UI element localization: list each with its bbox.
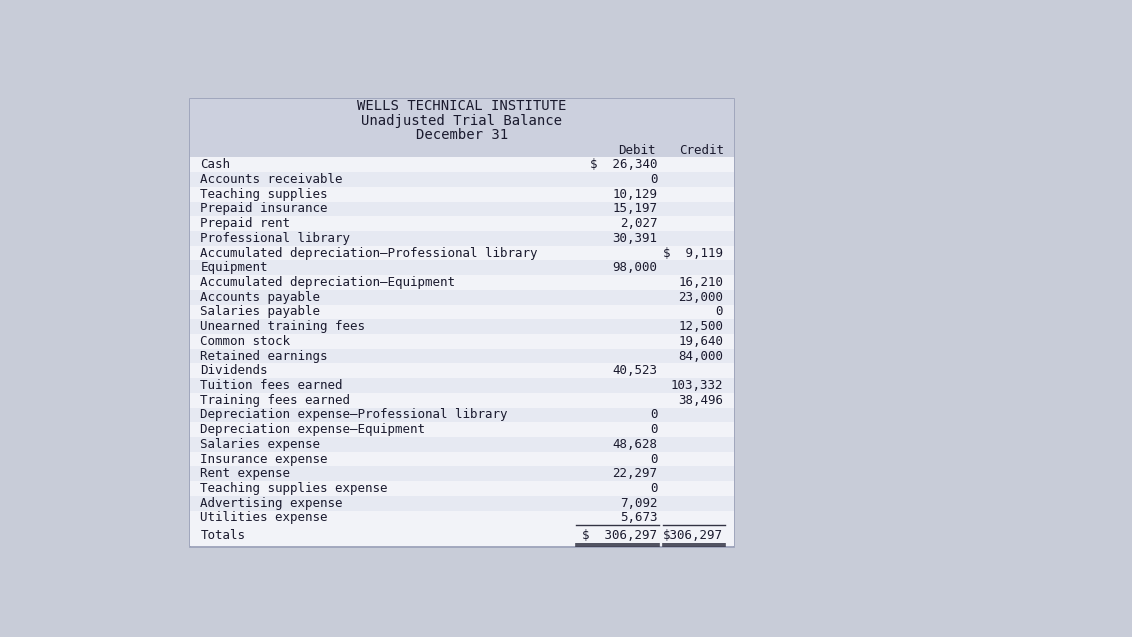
Bar [190,290,734,304]
Bar [190,481,734,496]
Text: Salaries payable: Salaries payable [200,305,320,318]
Text: 38,496: 38,496 [678,394,723,406]
Bar [190,304,734,319]
Bar [190,187,734,201]
Text: 0: 0 [650,452,658,466]
Text: $  9,119: $ 9,119 [663,247,723,259]
Text: 98,000: 98,000 [612,261,658,275]
Text: 0: 0 [650,482,658,495]
Text: Rent expense: Rent expense [200,467,290,480]
Bar [190,363,734,378]
Text: Accounts payable: Accounts payable [200,290,320,304]
Bar [190,172,734,187]
Text: Depreciation expense–Professional library: Depreciation expense–Professional librar… [200,408,508,422]
Text: Salaries expense: Salaries expense [200,438,320,451]
Text: Cash: Cash [200,158,230,171]
Bar [190,143,734,157]
Bar [190,510,734,526]
Bar [190,319,734,334]
Bar [190,452,734,466]
Bar [190,422,734,437]
Text: Professional library: Professional library [200,232,350,245]
Bar [190,157,734,172]
Text: Training fees earned: Training fees earned [200,394,350,406]
Text: Insurance expense: Insurance expense [200,452,328,466]
Bar [190,378,734,393]
Text: December 31: December 31 [415,128,508,142]
Text: 2,027: 2,027 [620,217,658,230]
Text: 48,628: 48,628 [612,438,658,451]
Text: Depreciation expense–Equipment: Depreciation expense–Equipment [200,423,426,436]
Text: 0: 0 [650,423,658,436]
Text: $  26,340: $ 26,340 [590,158,658,171]
Text: Teaching supplies: Teaching supplies [200,188,328,201]
Text: 0: 0 [650,173,658,186]
Bar [190,408,734,422]
Text: 0: 0 [650,408,658,422]
Text: Equipment: Equipment [200,261,268,275]
Text: 23,000: 23,000 [678,290,723,304]
Text: Dividends: Dividends [200,364,268,377]
Text: 103,332: 103,332 [670,379,723,392]
Text: 15,197: 15,197 [612,203,658,215]
Text: 30,391: 30,391 [612,232,658,245]
Bar [190,261,734,275]
Text: Accumulated depreciation–Professional library: Accumulated depreciation–Professional li… [200,247,538,259]
Text: Advertising expense: Advertising expense [200,497,343,510]
Text: Utilities expense: Utilities expense [200,512,328,524]
Text: 5,673: 5,673 [620,512,658,524]
Text: Credit: Credit [679,143,723,157]
Text: 19,640: 19,640 [678,335,723,348]
Text: Debit: Debit [618,143,655,157]
Bar [190,99,734,143]
Bar [190,275,734,290]
Text: 22,297: 22,297 [612,467,658,480]
Text: Retained earnings: Retained earnings [200,350,328,362]
Bar [190,216,734,231]
Text: 40,523: 40,523 [612,364,658,377]
Text: Unearned training fees: Unearned training fees [200,320,366,333]
Text: 10,129: 10,129 [612,188,658,201]
Bar [190,496,734,510]
Bar [190,526,734,546]
Bar [190,246,734,261]
Text: Common stock: Common stock [200,335,290,348]
Text: 0: 0 [715,305,723,318]
Text: 84,000: 84,000 [678,350,723,362]
Text: Prepaid insurance: Prepaid insurance [200,203,328,215]
Bar [190,393,734,408]
Text: Totals: Totals [200,529,246,542]
Text: Accumulated depreciation–Equipment: Accumulated depreciation–Equipment [200,276,455,289]
Bar [190,231,734,246]
Bar [190,99,734,547]
Text: 12,500: 12,500 [678,320,723,333]
Text: Unadjusted Trial Balance: Unadjusted Trial Balance [361,113,563,127]
Text: Prepaid rent: Prepaid rent [200,217,290,230]
Bar [190,201,734,216]
Text: 16,210: 16,210 [678,276,723,289]
Text: $306,297: $306,297 [663,529,723,542]
Bar [190,334,734,348]
Text: $  306,297: $ 306,297 [582,529,658,542]
Text: Accounts receivable: Accounts receivable [200,173,343,186]
Bar [190,466,734,481]
Bar [190,437,734,452]
Text: Tuition fees earned: Tuition fees earned [200,379,343,392]
Text: Teaching supplies expense: Teaching supplies expense [200,482,388,495]
Text: 7,092: 7,092 [620,497,658,510]
Text: WELLS TECHNICAL INSTITUTE: WELLS TECHNICAL INSTITUTE [357,99,566,113]
Bar [190,348,734,363]
